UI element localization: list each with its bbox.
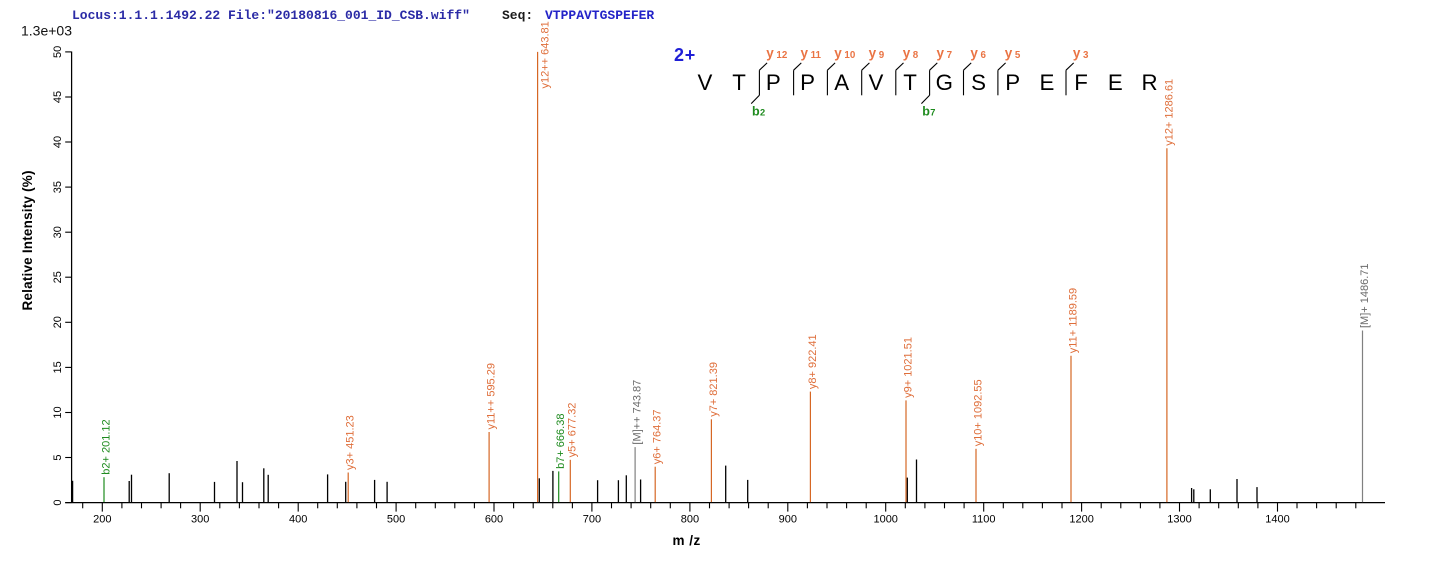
svg-text:[M]+ 1486.71: [M]+ 1486.71 xyxy=(1359,263,1371,328)
svg-text:y: y xyxy=(834,45,842,60)
svg-text:[M]++ 743.87: [M]++ 743.87 xyxy=(632,380,644,445)
svg-text:10: 10 xyxy=(52,406,64,418)
svg-text:500: 500 xyxy=(387,514,405,526)
svg-text:10: 10 xyxy=(844,50,855,61)
svg-text:y: y xyxy=(1073,45,1081,60)
svg-text:11: 11 xyxy=(811,50,822,61)
svg-text:y8+ 922.41: y8+ 922.41 xyxy=(807,334,819,389)
svg-text:1300: 1300 xyxy=(1167,514,1191,526)
svg-text:A: A xyxy=(834,70,849,95)
svg-text:y5+ 677.32: y5+ 677.32 xyxy=(567,403,579,458)
svg-text:600: 600 xyxy=(485,514,503,526)
svg-text:2+: 2+ xyxy=(674,45,696,65)
svg-text:b: b xyxy=(922,105,930,119)
svg-text:V: V xyxy=(868,70,883,95)
svg-text:45: 45 xyxy=(52,91,64,103)
svg-text:y: y xyxy=(766,45,774,60)
svg-text:400: 400 xyxy=(289,514,307,526)
svg-text:6: 6 xyxy=(981,50,987,61)
svg-text:Locus:1.1.1.1492.22 File:"2018: Locus:1.1.1.1492.22 File:"20180816_001_I… xyxy=(72,8,470,23)
svg-text:0: 0 xyxy=(52,500,64,506)
svg-text:P: P xyxy=(1005,70,1020,95)
svg-text:300: 300 xyxy=(191,514,209,526)
svg-text:700: 700 xyxy=(583,514,601,526)
svg-text:Relative Intensity (%): Relative Intensity (%) xyxy=(20,170,35,310)
svg-text:y3+ 451.23: y3+ 451.23 xyxy=(345,415,357,470)
svg-text:35: 35 xyxy=(52,181,64,193)
svg-text:3: 3 xyxy=(1083,50,1089,61)
svg-text:b7+ 666.38: b7+ 666.38 xyxy=(555,414,567,469)
svg-text:b2+ 201.12: b2+ 201.12 xyxy=(100,419,112,474)
svg-text:7: 7 xyxy=(947,50,953,61)
svg-text:y: y xyxy=(937,45,945,60)
svg-text:y11+ 1189.59: y11+ 1189.59 xyxy=(1067,288,1079,353)
svg-text:y: y xyxy=(903,45,911,60)
svg-text:y9+ 1021.51: y9+ 1021.51 xyxy=(902,337,914,398)
svg-text:G: G xyxy=(936,70,953,95)
svg-text:40: 40 xyxy=(52,136,64,148)
svg-text:5: 5 xyxy=(52,454,64,460)
svg-text:V: V xyxy=(697,70,712,95)
svg-text:y: y xyxy=(869,45,877,60)
svg-text:30: 30 xyxy=(52,226,64,238)
svg-text:S: S xyxy=(971,70,986,95)
svg-text:F: F xyxy=(1074,70,1088,95)
svg-text:y10+ 1092.55: y10+ 1092.55 xyxy=(972,379,984,446)
svg-text:y12+ 1286.61: y12+ 1286.61 xyxy=(1163,79,1175,146)
svg-text:b: b xyxy=(752,105,760,119)
svg-text:25: 25 xyxy=(52,271,64,283)
svg-text:T: T xyxy=(903,70,917,95)
svg-text:y7+ 821.39: y7+ 821.39 xyxy=(708,362,720,417)
svg-text:900: 900 xyxy=(779,514,797,526)
svg-text:VTPPAVTGSPEFER: VTPPAVTGSPEFER xyxy=(545,8,654,23)
svg-text:y11++ 595.29: y11++ 595.29 xyxy=(486,363,498,429)
svg-text:y: y xyxy=(970,45,978,60)
svg-text:E: E xyxy=(1108,70,1123,95)
svg-text:1000: 1000 xyxy=(873,514,897,526)
svg-text:200: 200 xyxy=(93,514,111,526)
svg-text:E: E xyxy=(1039,70,1054,95)
svg-text:8: 8 xyxy=(913,50,919,61)
svg-text:m /z: m /z xyxy=(673,533,701,548)
svg-text:800: 800 xyxy=(681,514,699,526)
svg-text:Seq:: Seq: xyxy=(502,8,533,23)
svg-text:y: y xyxy=(801,45,809,60)
svg-text:15: 15 xyxy=(52,361,64,373)
svg-text:y: y xyxy=(1005,45,1013,60)
svg-text:7: 7 xyxy=(930,108,935,118)
svg-text:50: 50 xyxy=(52,46,64,58)
svg-text:P: P xyxy=(800,70,815,95)
svg-text:P: P xyxy=(766,70,781,95)
svg-text:R: R xyxy=(1141,70,1157,95)
svg-text:5: 5 xyxy=(1015,50,1021,61)
svg-text:1100: 1100 xyxy=(972,514,996,526)
svg-text:12: 12 xyxy=(776,50,787,61)
svg-text:1.3e+03: 1.3e+03 xyxy=(21,23,72,39)
svg-text:1200: 1200 xyxy=(1069,514,1093,526)
svg-text:T: T xyxy=(732,70,746,95)
svg-text:1400: 1400 xyxy=(1265,514,1289,526)
svg-text:20: 20 xyxy=(52,316,64,328)
svg-text:y6+ 764.37: y6+ 764.37 xyxy=(652,409,664,464)
svg-text:9: 9 xyxy=(879,50,885,61)
svg-text:y12++ 643.81: y12++ 643.81 xyxy=(539,21,551,88)
svg-text:2: 2 xyxy=(760,108,765,118)
